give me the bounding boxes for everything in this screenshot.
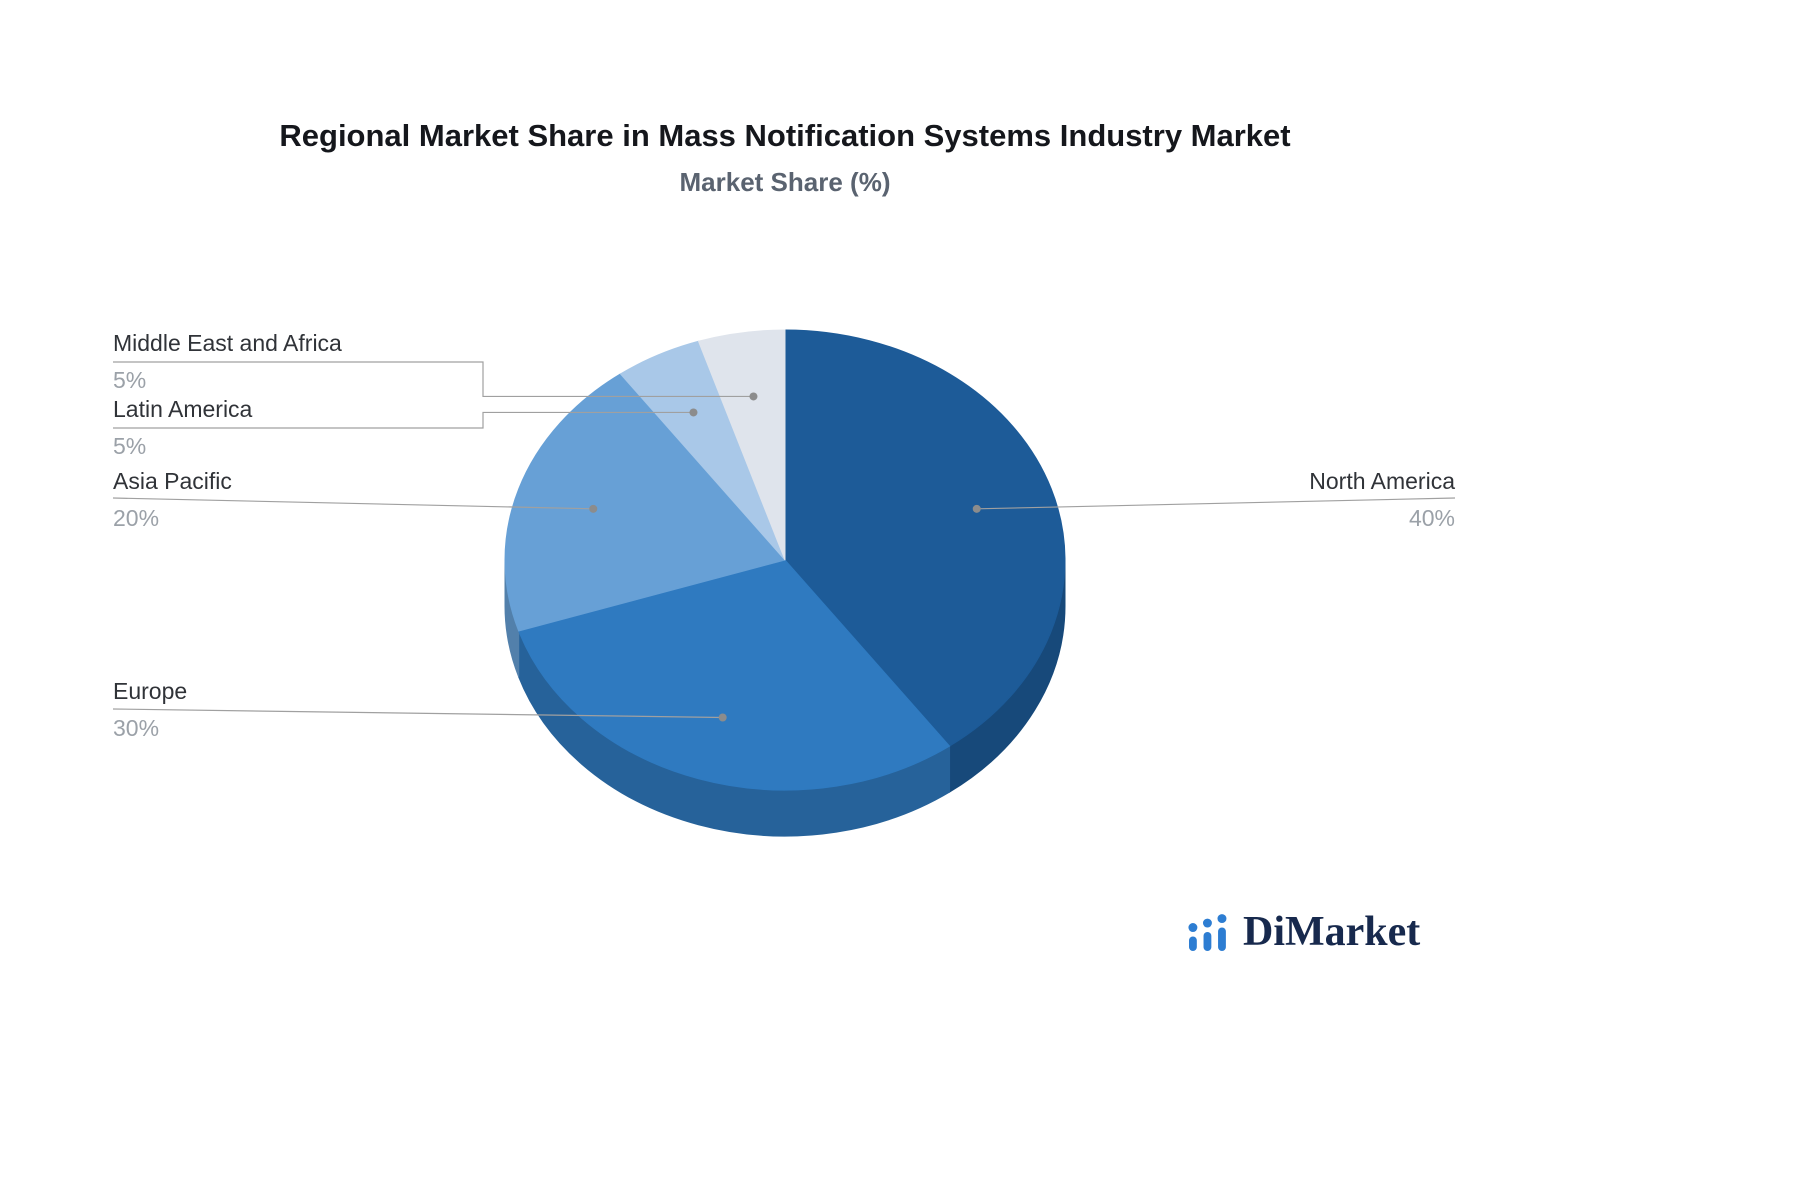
value-asia-pacific: 20%: [113, 505, 160, 531]
dimarket-logo: DiMarket: [1185, 908, 1420, 956]
label-latin-america: Latin America: [113, 396, 253, 422]
chart-subtitle: Market Share (%): [679, 167, 891, 197]
leader-line: [976, 497, 1456, 510]
pie-slice-asia-pacific[interactable]: [504, 373, 786, 632]
pie-slice-middle-east-and-africa[interactable]: [697, 329, 786, 561]
chart-title: Regional Market Share in Mass Notificati…: [279, 118, 1291, 153]
leader-dot: [749, 392, 758, 401]
leader-line: [113, 361, 754, 398]
label-north-america: North America: [1309, 468, 1455, 494]
leader-dot: [689, 408, 698, 417]
value-middle-east-and-africa: 5%: [113, 367, 147, 393]
label-europe: Europe: [113, 678, 188, 704]
leader-dot: [972, 504, 981, 513]
value-europe: 30%: [113, 715, 160, 741]
leader-line: [113, 411, 694, 429]
value-north-america: 40%: [1408, 505, 1455, 531]
bar-chart-icon: [1188, 914, 1227, 951]
pie-slice-north-america[interactable]: [784, 329, 1066, 747]
leader-dot: [589, 504, 598, 513]
label-asia-pacific: Asia Pacific: [113, 468, 232, 494]
leader-dot: [718, 713, 727, 722]
label-middle-east-and-africa: Middle East and Africa: [113, 330, 342, 356]
leader-line: [112, 497, 594, 510]
pie-slice-europe[interactable]: [518, 559, 951, 791]
value-latin-america: 5%: [113, 433, 147, 459]
leader-line: [112, 708, 723, 719]
logo-text: DiMarket: [1243, 909, 1421, 955]
